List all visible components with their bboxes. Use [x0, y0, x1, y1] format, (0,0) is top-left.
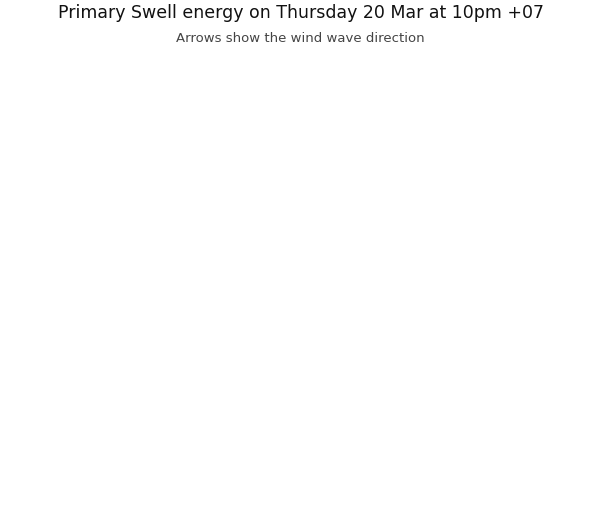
Text: cartopy required: cartopy required [243, 273, 358, 287]
Text: Primary Swell energy on Thursday 20 Mar at 10pm +07: Primary Swell energy on Thursday 20 Mar … [58, 4, 543, 23]
Text: Arrows show the wind wave direction: Arrows show the wind wave direction [176, 32, 425, 45]
